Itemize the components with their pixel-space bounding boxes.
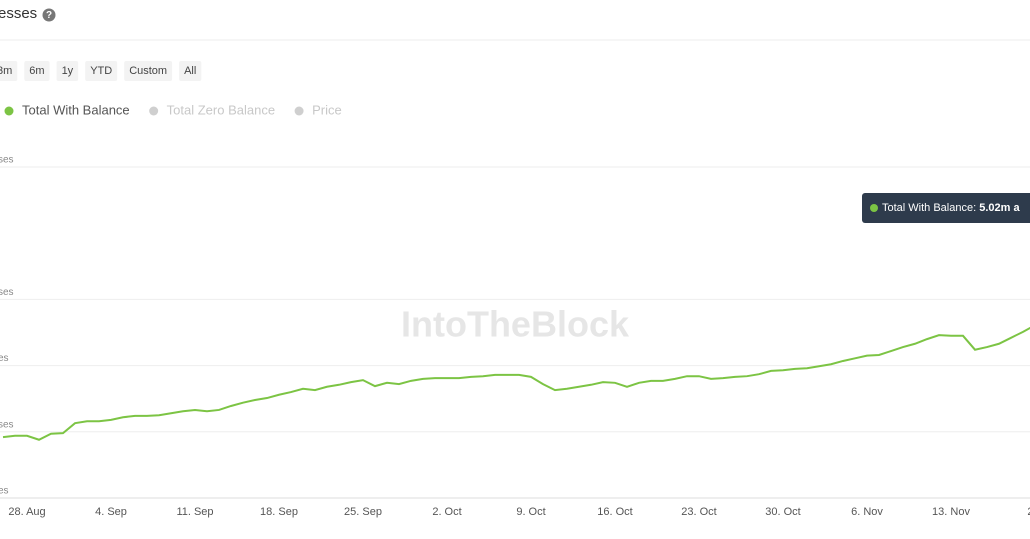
x-tick-label: 13. Nov <box>932 506 970 518</box>
legend-item[interactable]: Total Zero Balance <box>149 102 275 117</box>
x-tick-label: 6. Nov <box>851 506 883 518</box>
svg-text:Total With Balance: 5.02m a: Total With Balance: 5.02m a <box>882 202 1020 214</box>
x-tick-label: 11. Sep <box>176 506 213 518</box>
legend-item[interactable]: Total With Balance <box>4 102 130 117</box>
range-button-bg <box>24 61 50 81</box>
x-tick-label: 28. Aug <box>8 506 45 518</box>
watermark: IntoTheBlock <box>401 304 630 345</box>
legend-label: Total Zero Balance <box>167 102 275 117</box>
x-tick-label: 9. Oct <box>516 506 545 518</box>
range-button-bg <box>179 61 202 81</box>
range-button[interactable]: 1y <box>56 61 79 81</box>
range-button-bg <box>124 61 173 81</box>
x-tick-label: 16. Oct <box>597 506 632 518</box>
data-line <box>2 326 1030 441</box>
x-tick-label: 18. Sep <box>260 506 298 518</box>
tooltip-value: 5.02m a <box>979 202 1020 214</box>
range-button[interactable]: All <box>179 61 202 81</box>
y-tick-label: ses <box>0 419 14 430</box>
range-button[interactable]: YTD <box>85 61 118 81</box>
y-tick-label: es <box>0 486 9 497</box>
legend-item[interactable]: Price <box>294 102 342 117</box>
range-button[interactable]: 3m <box>0 61 18 81</box>
x-tick-label: 30. Oct <box>765 506 800 518</box>
legend-marker <box>149 106 159 116</box>
chart-title: esses <box>0 5 37 22</box>
range-button[interactable]: 6m <box>24 61 50 81</box>
legend-label: Price <box>312 102 342 117</box>
help-icon[interactable]: ? <box>42 8 56 22</box>
svg-text:?: ? <box>46 10 52 21</box>
range-button-label: 3m <box>0 65 12 77</box>
x-tick-label: 25. Sep <box>344 506 382 518</box>
x-tick-label: 4. Sep <box>95 506 127 518</box>
y-tick-label: ses <box>0 287 14 298</box>
range-button-label: 1y <box>62 65 74 77</box>
range-button-bg <box>85 61 118 81</box>
x-tick-label: 2. Oct <box>432 506 461 518</box>
range-button-label: YTD <box>90 65 112 77</box>
legend-marker <box>4 106 14 116</box>
range-button-bg <box>56 61 79 81</box>
legend-marker <box>294 106 304 116</box>
tooltip: Total With Balance: 5.02m a <box>862 193 1030 223</box>
x-tick-label: 20. <box>1027 506 1030 518</box>
range-button-label: Custom <box>129 65 167 77</box>
legend-label: Total With Balance <box>22 102 130 117</box>
y-tick-label: es <box>0 353 9 364</box>
tooltip-label: Total With Balance: <box>882 202 976 214</box>
x-tick-label: 23. Oct <box>681 506 716 518</box>
range-button[interactable]: Custom <box>124 61 173 81</box>
range-button-label: All <box>184 65 196 77</box>
y-tick-label: ses <box>0 155 14 166</box>
range-button-label: 6m <box>29 65 44 77</box>
range-button-bg <box>0 61 18 81</box>
